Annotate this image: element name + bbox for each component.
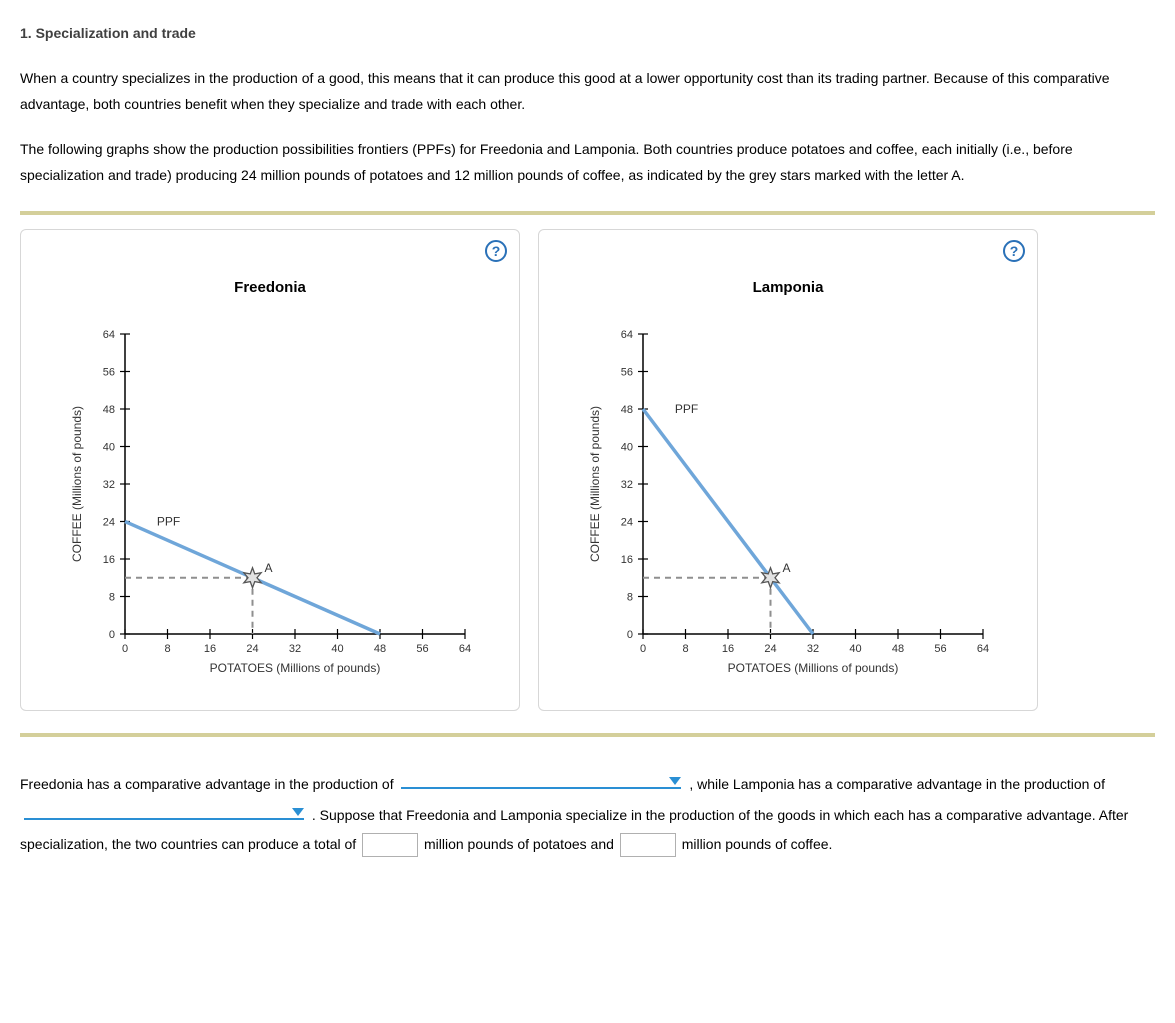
svg-text:32: 32: [807, 643, 819, 655]
svg-text:8: 8: [627, 592, 633, 604]
chart-title: Lamponia: [559, 274, 1017, 303]
fillin-text-5: million pounds of coffee.: [682, 836, 833, 852]
fillin-text-1: Freedonia has a comparative advantage in…: [20, 776, 397, 792]
chevron-down-icon[interactable]: [292, 808, 304, 816]
help-icon[interactable]: ?: [485, 240, 507, 262]
dropdown-freedonia-good[interactable]: [401, 769, 681, 789]
chart-card: ? Lamponia 0 8 16 24 32 40 48 56 64 0 8 16 24 32 40 48 56 6…: [538, 229, 1038, 712]
svg-text:0: 0: [640, 643, 646, 655]
svg-text:32: 32: [621, 479, 633, 491]
ppf-line: [643, 409, 813, 634]
svg-text:24: 24: [764, 643, 776, 655]
svg-text:40: 40: [621, 442, 633, 454]
svg-text:8: 8: [682, 643, 688, 655]
svg-text:56: 56: [416, 643, 428, 655]
svg-text:64: 64: [103, 329, 115, 341]
svg-text:48: 48: [892, 643, 904, 655]
svg-text:COFFEE (Millions of pounds): COFFEE (Millions of pounds): [588, 406, 602, 562]
svg-text:16: 16: [204, 643, 216, 655]
svg-text:64: 64: [977, 643, 989, 655]
svg-text:32: 32: [289, 643, 301, 655]
svg-text:16: 16: [103, 554, 115, 566]
svg-text:32: 32: [103, 479, 115, 491]
svg-text:40: 40: [331, 643, 343, 655]
fill-in-paragraph: Freedonia has a comparative advantage in…: [20, 769, 1155, 859]
svg-text:64: 64: [459, 643, 471, 655]
svg-text:POTATOES (Millions of pounds): POTATOES (Millions of pounds): [728, 661, 899, 675]
svg-text:16: 16: [621, 554, 633, 566]
ppf-chart[interactable]: 0 8 16 24 32 40 48 56 64 0 8 16 24 32 40 48 56 64 POTATOES…: [57, 320, 483, 690]
svg-text:40: 40: [103, 442, 115, 454]
svg-text:POTATOES (Millions of pounds): POTATOES (Millions of pounds): [210, 661, 381, 675]
svg-text:48: 48: [103, 404, 115, 416]
svg-text:A: A: [783, 561, 791, 575]
svg-text:0: 0: [627, 629, 633, 641]
intro-paragraph-2: The following graphs show the production…: [20, 136, 1155, 189]
chevron-down-icon[interactable]: [669, 777, 681, 785]
svg-text:48: 48: [621, 404, 633, 416]
question-heading: 1. Specialization and trade: [20, 20, 1155, 47]
svg-text:0: 0: [109, 629, 115, 641]
svg-text:0: 0: [122, 643, 128, 655]
ppf-chart[interactable]: 0 8 16 24 32 40 48 56 64 0 8 16 24 32 40 48 56 64 POTATOES…: [575, 320, 1001, 690]
chart-title: Freedonia: [41, 274, 499, 303]
svg-text:24: 24: [246, 643, 258, 655]
svg-text:40: 40: [849, 643, 861, 655]
svg-text:16: 16: [722, 643, 734, 655]
svg-text:24: 24: [103, 517, 115, 529]
svg-text:A: A: [265, 561, 273, 575]
svg-text:PPF: PPF: [157, 515, 180, 529]
svg-text:64: 64: [621, 329, 633, 341]
svg-text:8: 8: [164, 643, 170, 655]
svg-text:PPF: PPF: [675, 402, 698, 416]
svg-text:24: 24: [621, 517, 633, 529]
svg-text:48: 48: [374, 643, 386, 655]
svg-text:56: 56: [621, 367, 633, 379]
svg-text:8: 8: [109, 592, 115, 604]
svg-text:56: 56: [934, 643, 946, 655]
svg-text:56: 56: [103, 367, 115, 379]
dropdown-lamponia-good[interactable]: [24, 800, 304, 820]
fillin-text-4: million pounds of potatoes and: [424, 836, 618, 852]
chart-card: ? Freedonia 0 8 16 24 32 40 48 56 64 0 8 16 24 32 40 48 56…: [20, 229, 520, 712]
divider-top: [20, 211, 1155, 215]
divider-bottom: [20, 733, 1155, 737]
input-total-coffee[interactable]: [620, 833, 676, 857]
help-icon[interactable]: ?: [1003, 240, 1025, 262]
svg-text:COFFEE (Millions of pounds): COFFEE (Millions of pounds): [70, 406, 84, 562]
charts-row: ? Freedonia 0 8 16 24 32 40 48 56 64 0 8 16 24 32 40 48 56…: [20, 229, 1155, 712]
fillin-text-2: , while Lamponia has a comparative advan…: [689, 776, 1105, 792]
intro-paragraph-1: When a country specializes in the produc…: [20, 65, 1155, 118]
input-total-potatoes[interactable]: [362, 833, 418, 857]
